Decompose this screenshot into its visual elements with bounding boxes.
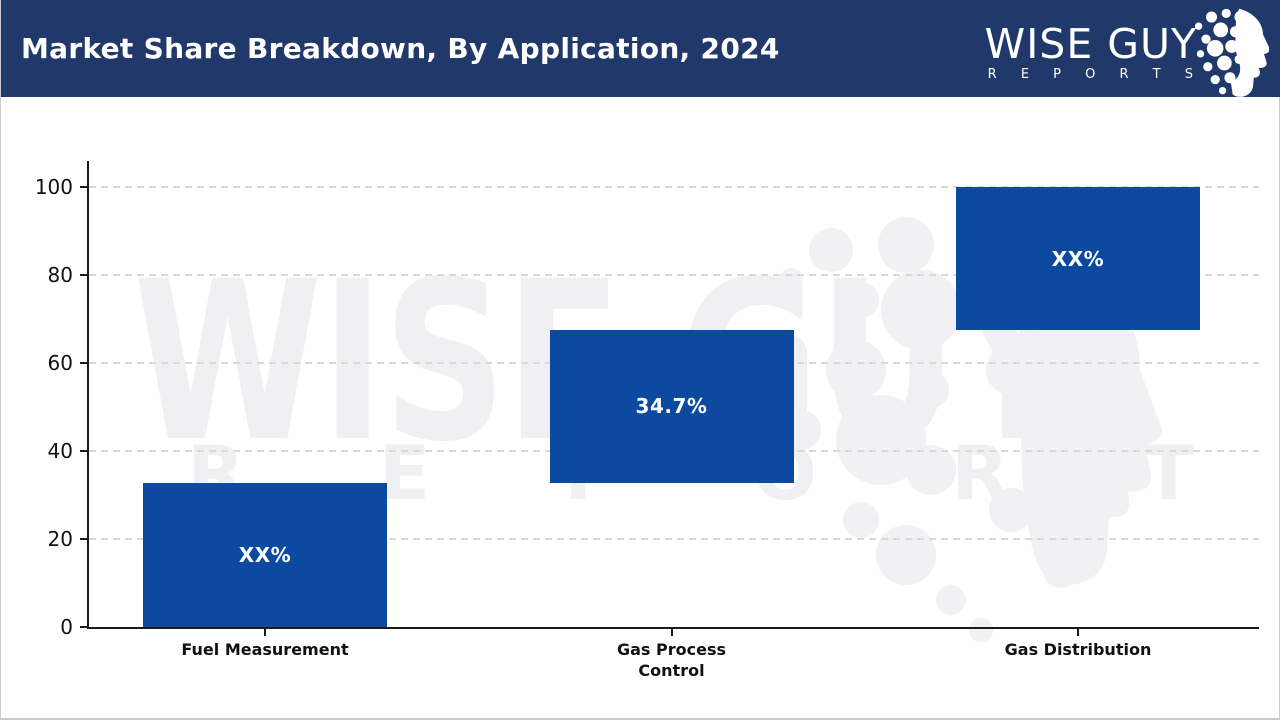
y-tick-label-0: 0 (60, 615, 73, 639)
brand-name: WISE GUY (984, 19, 1198, 68)
bar-1: XX% (143, 482, 387, 627)
header-bar: Market Share Breakdown, By Application, … (1, 0, 1280, 97)
x-category-label: Gas Distribution (1004, 640, 1152, 659)
y-tick-label-80: 80 (47, 263, 73, 287)
x-category-label: Gas Process Control (616, 640, 726, 680)
brand-logo-text: WISE GUY R E P O R T S (984, 19, 1203, 82)
brand-logo: WISE GUY R E P O R T S (985, 6, 1269, 98)
gridline-y20 (89, 538, 1259, 540)
x-category-label: Fuel Measurement (181, 640, 349, 659)
bar-2: 34.7% (549, 330, 794, 483)
y-axis-line (87, 160, 89, 629)
y-tick-label-20: 20 (47, 527, 73, 551)
bar-value-label: XX% (238, 542, 292, 567)
x-tick-2 (670, 629, 673, 636)
x-tick-1 (264, 629, 266, 636)
y-tick-40 (80, 450, 89, 452)
y-tick-0 (80, 626, 89, 628)
gridline-y100 (89, 186, 1259, 188)
y-tick-label-60: 60 (47, 351, 73, 375)
bar-3: XX% (956, 187, 1200, 330)
bar-value-label: 34.7% (635, 394, 708, 419)
y-tick-100 (80, 186, 89, 188)
y-tick-label-100: 100 (34, 175, 73, 199)
bar-value-label: XX% (1051, 246, 1105, 271)
y-tick-label-40: 40 (47, 439, 73, 463)
gridline-y80 (89, 274, 1259, 276)
x-axis-line (87, 627, 1259, 629)
y-tick-80 (80, 274, 89, 276)
page-title: Market Share Breakdown, By Application, … (21, 32, 780, 65)
y-tick-20 (80, 538, 89, 540)
x-tick-3 (1077, 629, 1079, 636)
brand-subname: R E P O R T S (987, 66, 1203, 82)
brand-head-icon (1194, 8, 1269, 97)
y-tick-60 (80, 362, 89, 364)
